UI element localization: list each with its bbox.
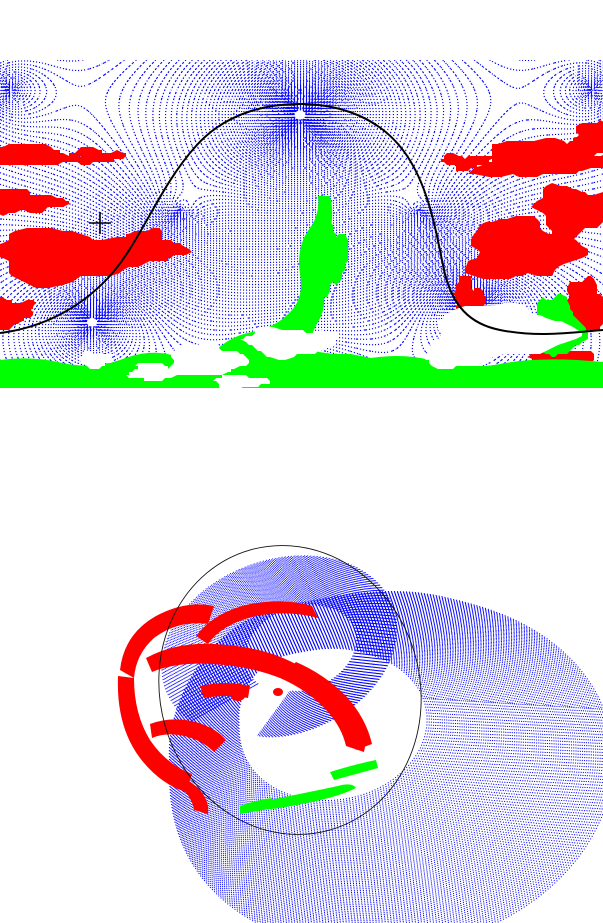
northern-polar-region-group: [0, 120, 603, 378]
southern-polar-region-group: [0, 196, 603, 388]
separatrix-curve-group: [0, 102, 603, 336]
globe-outline-group: [158, 545, 422, 835]
field-line-shell-group: [168, 591, 603, 923]
cylindrical-map-projection-panel: [0, 60, 603, 388]
map-contour-plot: [0, 60, 603, 388]
three-dimensional-globe-projection-panel: [0, 440, 603, 923]
globe-northern-region-group: [117, 601, 372, 814]
crosshair-marker: [89, 212, 111, 234]
field-line-contour-group: [0, 60, 603, 388]
globe-southern-region-group: [240, 760, 378, 814]
globe-contour-plot: [0, 440, 603, 923]
